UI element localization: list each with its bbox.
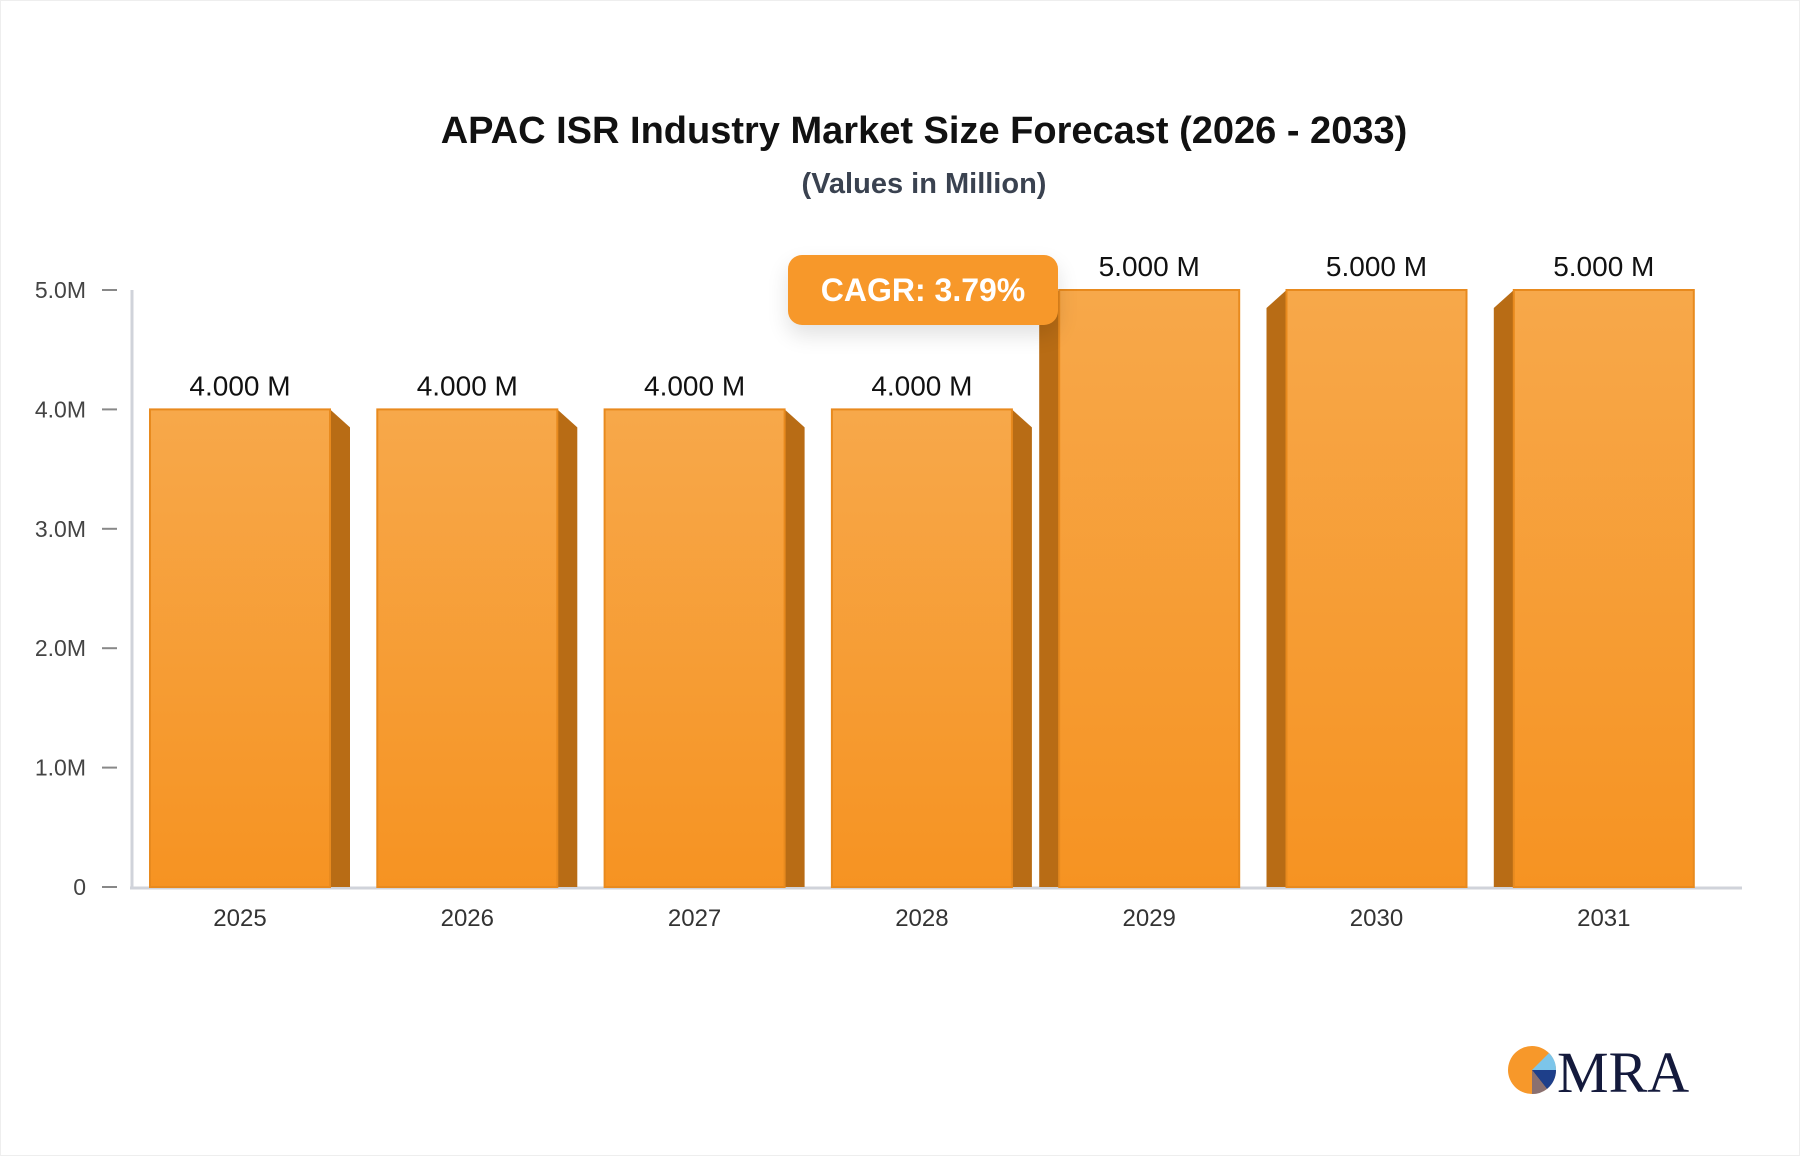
bar xyxy=(830,408,1013,888)
data-label: 4.000 M xyxy=(871,370,972,401)
data-label: 5.000 M xyxy=(1099,251,1200,282)
chart-subtitle: (Values in Million) xyxy=(801,168,1047,200)
bar-side xyxy=(330,409,350,887)
bar xyxy=(1512,289,1695,888)
x-tick-label: 2028 xyxy=(895,905,948,932)
svg-text:MRA: MRA xyxy=(1557,1040,1689,1100)
x-tick-label: 2030 xyxy=(1350,905,1403,932)
bar xyxy=(149,408,331,888)
bar-side xyxy=(1011,409,1032,887)
data-label: 4.000 M xyxy=(644,370,745,401)
data-label: 5.000 M xyxy=(1553,251,1654,282)
x-tick-label: 2029 xyxy=(1123,905,1176,932)
x-tick-label: 2026 xyxy=(441,905,494,932)
data-label: 4.000 M xyxy=(189,370,290,401)
cagr-badge: CAGR: 3.79% xyxy=(788,255,1058,325)
y-tick-label: 1.0M xyxy=(35,755,86,781)
y-tick-label: 0 xyxy=(73,874,86,900)
bar xyxy=(1285,289,1468,888)
x-tick-label: 2025 xyxy=(213,905,266,932)
bar xyxy=(1058,289,1241,888)
mra-logo: MRA xyxy=(1508,1040,1689,1100)
bar-side xyxy=(784,409,805,887)
chart-title: APAC ISR Industry Market Size Forecast (… xyxy=(440,110,1408,152)
y-tick-label: 3.0M xyxy=(35,516,86,542)
bar-side xyxy=(1493,290,1514,887)
bar-side xyxy=(1266,290,1287,887)
bar xyxy=(376,408,559,888)
data-label: 5.000 M xyxy=(1326,251,1427,282)
bar-side xyxy=(1039,290,1060,887)
data-label: 4.000 M xyxy=(417,370,518,401)
y-tick-label: 4.0M xyxy=(35,396,86,422)
y-tick-label: 2.0M xyxy=(35,635,86,661)
x-tick-label: 2031 xyxy=(1577,905,1630,932)
x-tick-label: 2027 xyxy=(668,905,721,932)
bar-side xyxy=(557,409,578,887)
y-tick-label: 5.0M xyxy=(35,277,86,303)
bar xyxy=(603,408,786,888)
